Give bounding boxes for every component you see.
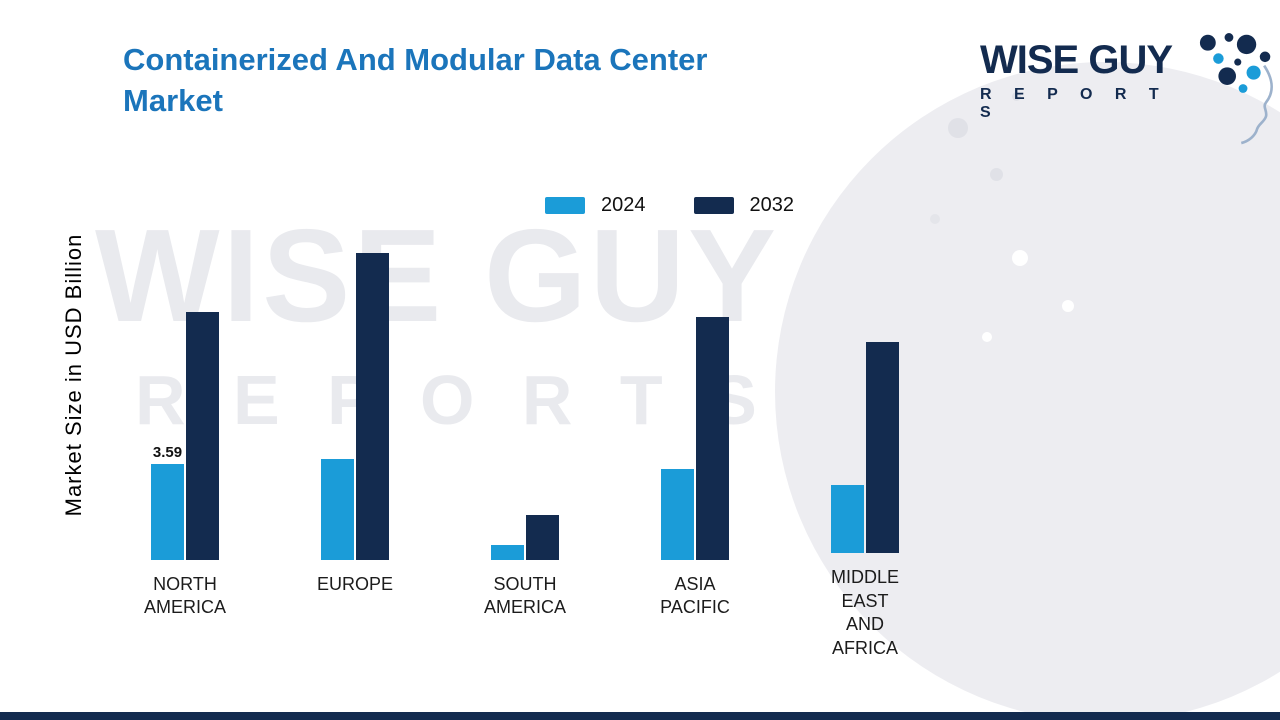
bar-group-asia-pacific: ASIA PACIFIC (610, 240, 780, 660)
bar-group-europe: EUROPE (270, 240, 440, 660)
bar-2032-south-america (526, 515, 559, 560)
bar-2032-europe (356, 253, 389, 560)
chart-legend: 2024 2032 (545, 194, 794, 217)
bar-chart: 3.59 NORTH AMERICA EUROPE SOUTH AMERICA ASIA… (100, 240, 950, 660)
decor-dot (1062, 300, 1074, 312)
watermark-line2: R E P O R T S (135, 361, 771, 439)
decor-dot (982, 332, 992, 342)
legend-item-2032: 2032 (693, 194, 795, 217)
decor-dot (1012, 92, 1021, 101)
category-label: MIDDLE EAST AND AFRICA (830, 567, 899, 658)
bar-group-north-america: 3.59 NORTH AMERICA (100, 240, 270, 660)
brand-logo-text: WISE GUY R E P O R T S (980, 40, 1186, 122)
bar-2024-asia-pacific (661, 469, 694, 560)
logo-face-icon (1192, 26, 1280, 163)
brand-logo-name: WISE GUY (980, 38, 1173, 82)
brand-logo-subtitle: R E P O R T S (980, 86, 1168, 121)
decor-dot (990, 168, 1003, 181)
footer-bar (0, 712, 1280, 720)
category-label: ASIA PACIFIC (660, 574, 730, 618)
bar-2032-asia-pacific (696, 317, 729, 560)
legend-label-2024: 2024 (601, 194, 646, 216)
legend-swatch-2024 (545, 197, 585, 214)
legend-item-2024: 2024 (545, 194, 646, 217)
bar-2032-middle-east-and-africa (866, 342, 899, 554)
bar-2024-north-america (151, 464, 184, 560)
bar-value-label: 3.59 (152, 444, 183, 461)
category-label: EUROPE (316, 574, 394, 594)
decor-dot (1012, 250, 1028, 266)
chart-title: Containerized And Modular Data Center Ma… (123, 42, 708, 118)
background-circle (775, 62, 1280, 720)
bar-2024-middle-east-and-africa (831, 485, 864, 554)
category-label: NORTH AMERICA (143, 574, 226, 618)
category-label: SOUTH AMERICA (483, 574, 566, 618)
decor-dot (948, 118, 968, 138)
bar-2024-europe (321, 459, 354, 560)
bar-group-south-america: SOUTH AMERICA (440, 240, 610, 660)
legend-swatch-2032 (693, 197, 734, 214)
bar-group-middle-east-and-africa: MIDDLE EAST AND AFRICA (780, 240, 950, 660)
bar-2024-south-america (491, 545, 524, 560)
legend-label-2032: 2032 (749, 194, 795, 216)
brand-logo: WISE GUY R E P O R T S (980, 33, 1280, 163)
bar-2032-north-america (186, 312, 219, 560)
y-axis-label: Market Size in USD Billion (61, 233, 86, 517)
decor-dot (930, 214, 940, 224)
